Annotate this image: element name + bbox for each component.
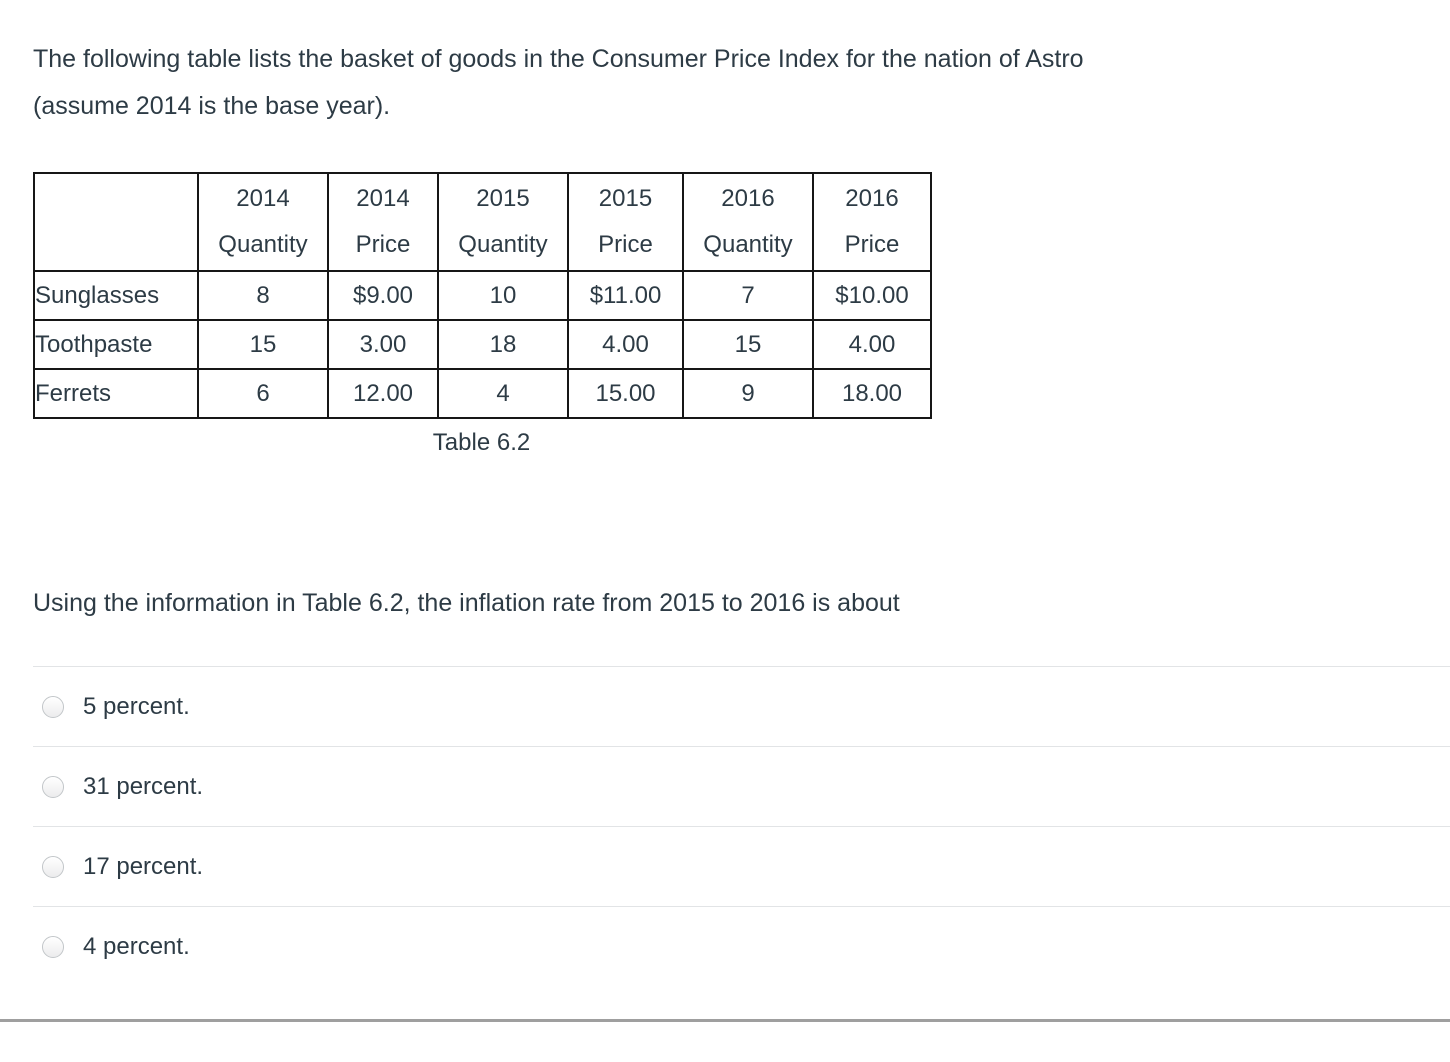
radio-button-unselected[interactable] (42, 775, 64, 798)
radio-button-unselected[interactable] (42, 695, 64, 718)
radio-button-unselected[interactable] (42, 935, 64, 958)
bottom-divider (0, 1019, 1450, 1022)
cell: 7 (682, 270, 814, 321)
cell: 8 (197, 270, 329, 321)
row-label-toothpaste: Toothpaste (33, 319, 199, 370)
option-label[interactable]: 31 percent. (83, 772, 204, 800)
cell: 6 (197, 368, 329, 419)
question-intro: The following table lists the basket of … (33, 0, 1450, 130)
cpi-basket-table: 2014 Quantity 2014 Price 2015 Quantity 2… (33, 172, 932, 419)
answer-option-4-percent[interactable]: 4 percent. (33, 906, 1450, 986)
intro-line-2: (assume 2014 is the base year). (33, 92, 391, 120)
header-metric: Quantity (703, 231, 793, 258)
cell: 4 (437, 368, 569, 419)
option-label[interactable]: 17 percent. (83, 852, 204, 880)
cell: 4.00 (567, 319, 684, 370)
cell: 15.00 (567, 368, 684, 419)
table-row-ferrets: Ferrets 6 12.00 4 15.00 9 18.00 (33, 368, 932, 419)
header-year: 2015 (598, 185, 653, 212)
col-header-2015-price: 2015 Price (567, 172, 684, 272)
cell: 18.00 (812, 368, 932, 419)
table-row-sunglasses: Sunglasses 8 $9.00 10 $11.00 7 $10.00 (33, 270, 932, 321)
corner-cell (33, 172, 199, 272)
answer-options: 5 percent. 31 percent. 17 percent. 4 per… (33, 666, 1450, 986)
header-metric: Quantity (458, 231, 548, 258)
cell: 4.00 (812, 319, 932, 370)
cell: $10.00 (812, 270, 932, 321)
option-label[interactable]: 5 percent. (83, 692, 190, 720)
cell: 15 (197, 319, 329, 370)
header-metric: Price (598, 231, 653, 258)
header-metric: Price (355, 231, 411, 258)
question-text: Using the information in Table 6.2, the … (33, 589, 900, 617)
cell: 15 (682, 319, 814, 370)
table-caption: Table 6.2 (432, 429, 531, 456)
table-header-row: 2014 Quantity 2014 Price 2015 Quantity 2… (33, 172, 932, 272)
col-header-2014-quantity: 2014 Quantity (197, 172, 329, 272)
col-header-2016-price: 2016 Price (812, 172, 932, 272)
cell: $9.00 (327, 270, 439, 321)
cell: 9 (682, 368, 814, 419)
answer-option-31-percent[interactable]: 31 percent. (33, 746, 1450, 826)
header-metric: Price (844, 231, 900, 258)
row-label-ferrets: Ferrets (33, 368, 199, 419)
cell: 3.00 (327, 319, 439, 370)
cell: 12.00 (327, 368, 439, 419)
cell: 10 (437, 270, 569, 321)
radio-button-unselected[interactable] (42, 855, 64, 878)
header-year: 2016 (845, 185, 899, 212)
col-header-2016-quantity: 2016 Quantity (682, 172, 814, 272)
row-label-sunglasses: Sunglasses (33, 270, 199, 321)
header-year: 2016 (721, 185, 775, 212)
answer-option-5-percent[interactable]: 5 percent. (33, 666, 1450, 746)
option-label[interactable]: 4 percent. (83, 932, 190, 960)
header-year: 2015 (476, 185, 530, 212)
intro-line-1: The following table lists the basket of … (33, 45, 1084, 73)
header-year: 2014 (356, 185, 410, 212)
table-row-toothpaste: Toothpaste 15 3.00 18 4.00 15 4.00 (33, 319, 932, 370)
col-header-2015-quantity: 2015 Quantity (437, 172, 569, 272)
answer-option-17-percent[interactable]: 17 percent. (33, 826, 1450, 906)
cell: $11.00 (567, 270, 684, 321)
header-year: 2014 (236, 185, 290, 212)
header-metric: Quantity (218, 231, 308, 258)
cell: 18 (437, 319, 569, 370)
col-header-2014-price: 2014 Price (327, 172, 439, 272)
